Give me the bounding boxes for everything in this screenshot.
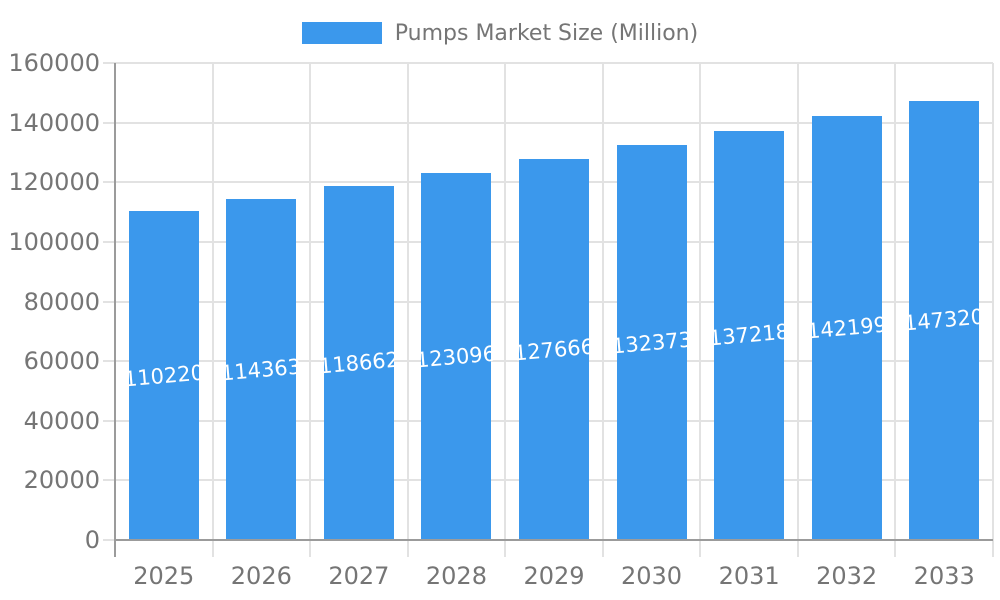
y-axis-tick-label: 40000 xyxy=(23,406,100,435)
y-axis-tick-label: 60000 xyxy=(23,347,100,376)
x-gridline xyxy=(504,63,507,557)
y-axis-tick-label: 80000 xyxy=(23,287,100,316)
bar[interactable] xyxy=(811,116,882,540)
x-gridline xyxy=(894,63,897,557)
x-gridline xyxy=(601,63,604,557)
y-axis-tick-label: 0 xyxy=(84,526,100,554)
y-axis-tick-label: 140000 xyxy=(8,108,100,137)
bar[interactable] xyxy=(909,100,980,540)
bar[interactable] xyxy=(714,130,785,540)
x-axis-tick-label: 2032 xyxy=(816,562,878,590)
bar[interactable] xyxy=(616,145,687,540)
bar[interactable] xyxy=(128,211,199,540)
y-axis-tick-label: 160000 xyxy=(8,49,100,77)
bar[interactable] xyxy=(519,159,589,540)
y-axis-tick-label: 100000 xyxy=(8,227,100,256)
x-axis-baseline xyxy=(115,539,993,541)
bar-value-label: 147320 xyxy=(903,304,986,336)
x-axis-tick-label: 2026 xyxy=(230,562,292,590)
x-axis-tick-label: 2028 xyxy=(425,562,487,590)
y-axis-tick-label: 20000 xyxy=(23,466,100,495)
x-axis-tick-label: 2029 xyxy=(523,562,585,590)
x-gridline xyxy=(992,63,994,557)
legend-label: Pumps Market Size (Million) xyxy=(394,20,699,46)
x-gridline xyxy=(406,63,409,557)
bar[interactable] xyxy=(421,173,492,540)
legend-swatch xyxy=(301,22,382,44)
legend[interactable]: Pumps Market Size (Million) xyxy=(0,19,1000,47)
x-gridline xyxy=(796,63,799,557)
x-axis-tick-label: 2033 xyxy=(913,562,975,590)
bar[interactable] xyxy=(323,186,394,540)
y-axis-tick-label: 120000 xyxy=(8,168,100,197)
x-gridline xyxy=(211,63,214,557)
x-axis-tick-label: 2027 xyxy=(328,562,390,590)
y-gridline xyxy=(103,62,993,64)
x-gridline xyxy=(699,63,702,557)
y-gridline xyxy=(103,121,993,124)
y-axis-line xyxy=(114,63,116,557)
x-gridline xyxy=(309,63,312,557)
x-axis-tick-label: 2031 xyxy=(718,562,780,590)
x-axis-tick-label: 2030 xyxy=(621,562,683,590)
bar[interactable] xyxy=(226,199,297,540)
x-axis-tick-label: 2025 xyxy=(133,562,195,590)
